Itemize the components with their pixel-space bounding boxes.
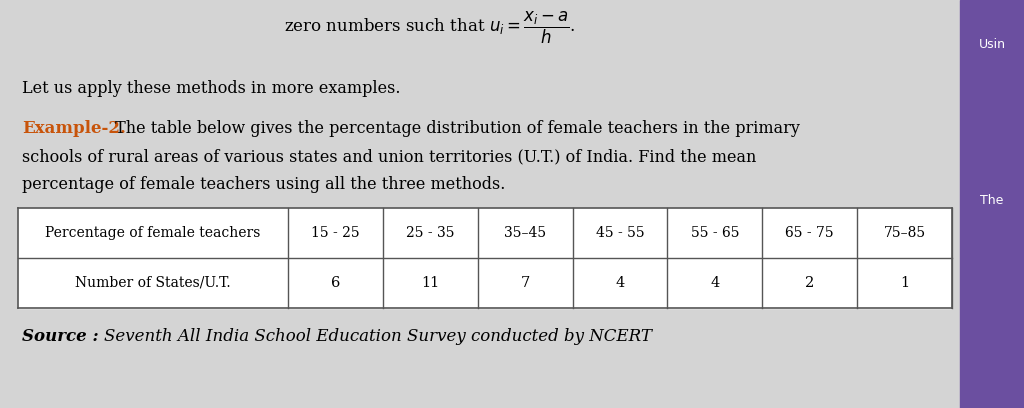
Text: 25 - 35: 25 - 35: [407, 226, 455, 240]
Text: 4: 4: [615, 276, 625, 290]
Text: zero numbers such that $u_i = \dfrac{x_i - a}{h}$.: zero numbers such that $u_i = \dfrac{x_i…: [284, 10, 575, 46]
Bar: [961, 0, 1024, 408]
Text: Seventh All India School Education Survey conducted by NCERT: Seventh All India School Education Surve…: [104, 328, 652, 345]
Text: 1: 1: [900, 276, 909, 290]
Text: Source :: Source :: [22, 328, 104, 345]
Text: 65 - 75: 65 - 75: [785, 226, 834, 240]
Text: 15 - 25: 15 - 25: [311, 226, 359, 240]
Text: schools of rural areas of various states and union territories (U.T.) of India. : schools of rural areas of various states…: [22, 148, 757, 165]
Text: 45 - 55: 45 - 55: [596, 226, 644, 240]
Text: percentage of female teachers using all the three methods.: percentage of female teachers using all …: [22, 176, 506, 193]
Text: 11: 11: [421, 276, 439, 290]
Text: 7: 7: [520, 276, 529, 290]
Text: 2: 2: [805, 276, 814, 290]
Text: The: The: [980, 193, 1004, 206]
Text: 4: 4: [711, 276, 720, 290]
Text: 35–45: 35–45: [504, 226, 546, 240]
Text: Let us apply these methods in more examples.: Let us apply these methods in more examp…: [22, 80, 400, 97]
Text: The table below gives the percentage distribution of female teachers in the prim: The table below gives the percentage dis…: [110, 120, 800, 137]
Text: Number of States/U.T.: Number of States/U.T.: [75, 276, 230, 290]
Text: Example-2.: Example-2.: [22, 120, 126, 137]
Text: Percentage of female teachers: Percentage of female teachers: [45, 226, 261, 240]
Text: 6: 6: [331, 276, 340, 290]
Text: Usin: Usin: [979, 38, 1006, 51]
Text: 75–85: 75–85: [884, 226, 926, 240]
Bar: [18, 208, 952, 308]
Text: 55 - 65: 55 - 65: [690, 226, 739, 240]
